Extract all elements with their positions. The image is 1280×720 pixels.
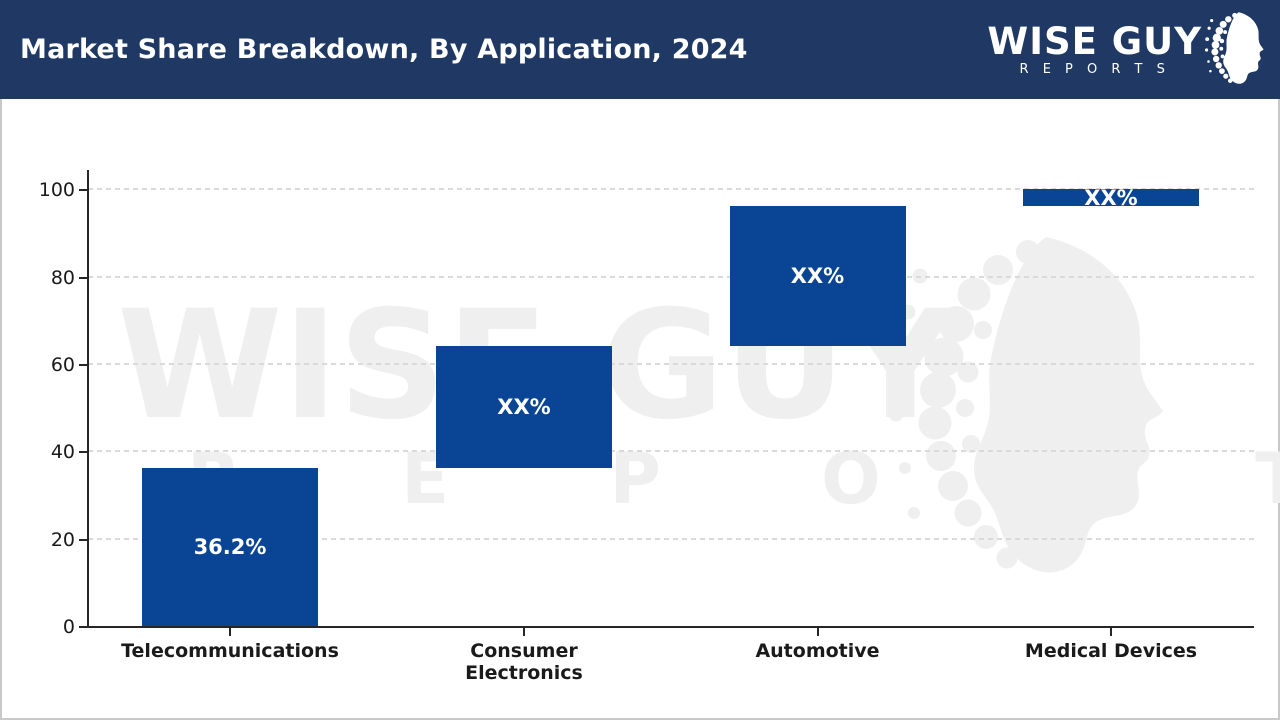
bar-1: XX% bbox=[436, 346, 612, 468]
y-tick-label-40: 40 bbox=[50, 441, 75, 464]
brand-subtitle: R E P O R T S bbox=[1019, 62, 1170, 78]
gridline-80 bbox=[88, 275, 1256, 278]
x-tickmark-3 bbox=[1110, 628, 1112, 636]
gridline-60 bbox=[88, 362, 1256, 365]
y-axis bbox=[87, 170, 89, 628]
y-tickmark-20 bbox=[79, 538, 87, 541]
y-tickmark-0 bbox=[79, 626, 87, 628]
brand-logo: WISE GUY R E P O R T S bbox=[987, 9, 1268, 91]
y-tickmark-60 bbox=[79, 363, 87, 366]
y-tick-label-60: 60 bbox=[50, 353, 75, 376]
bar-3: XX% bbox=[1023, 186, 1199, 210]
y-tick-label-100: 100 bbox=[38, 179, 75, 202]
bar-value-label: XX% bbox=[1084, 185, 1138, 210]
y-tickmark-100 bbox=[79, 189, 87, 192]
page-title: Market Share Breakdown, By Application, … bbox=[20, 34, 748, 65]
bar-2: XX% bbox=[729, 206, 906, 346]
y-tick-label-80: 80 bbox=[50, 266, 75, 289]
y-tick-label-20: 20 bbox=[50, 528, 75, 551]
y-tickmark-40 bbox=[79, 451, 87, 454]
gridline-100 bbox=[88, 188, 1256, 191]
header-bar: Market Share Breakdown, By Application, … bbox=[0, 0, 1280, 99]
x-axis bbox=[87, 626, 1254, 628]
y-tick-label-0: 0 bbox=[62, 616, 75, 638]
x-tickmark-1 bbox=[523, 628, 525, 636]
x-tick-label-line: Medical Devices bbox=[1024, 640, 1198, 662]
bar-value-label: XX% bbox=[497, 394, 551, 419]
x-tick-label-line: Automotive bbox=[755, 640, 880, 662]
brand-logo-text: WISE GUY R E P O R T S bbox=[987, 19, 1202, 78]
x-tickmark-2 bbox=[816, 628, 819, 636]
gridline-40 bbox=[88, 450, 1256, 453]
y-tickmark-80 bbox=[79, 276, 87, 279]
bar-value-label: XX% bbox=[790, 264, 845, 289]
x-tick-label-1: Consumer Electronics bbox=[384, 640, 664, 684]
x-tick-label-line: Telecommunications bbox=[121, 640, 339, 662]
x-tick-label-3: Medical Devices bbox=[971, 640, 1251, 662]
bar-value-label: 36.2% bbox=[193, 534, 267, 559]
x-tick-label-line: Consumer bbox=[470, 640, 578, 662]
x-tick-label-line: Electronics bbox=[465, 662, 583, 684]
gridline-20 bbox=[88, 537, 1256, 540]
x-tickmark-0 bbox=[229, 628, 231, 636]
brand-name: WISE GUY bbox=[987, 19, 1202, 63]
bar-0: 36.2% bbox=[142, 467, 318, 626]
x-tick-label-2: Automotive bbox=[678, 640, 958, 662]
x-tick-label-0: Telecommunications bbox=[90, 640, 370, 662]
